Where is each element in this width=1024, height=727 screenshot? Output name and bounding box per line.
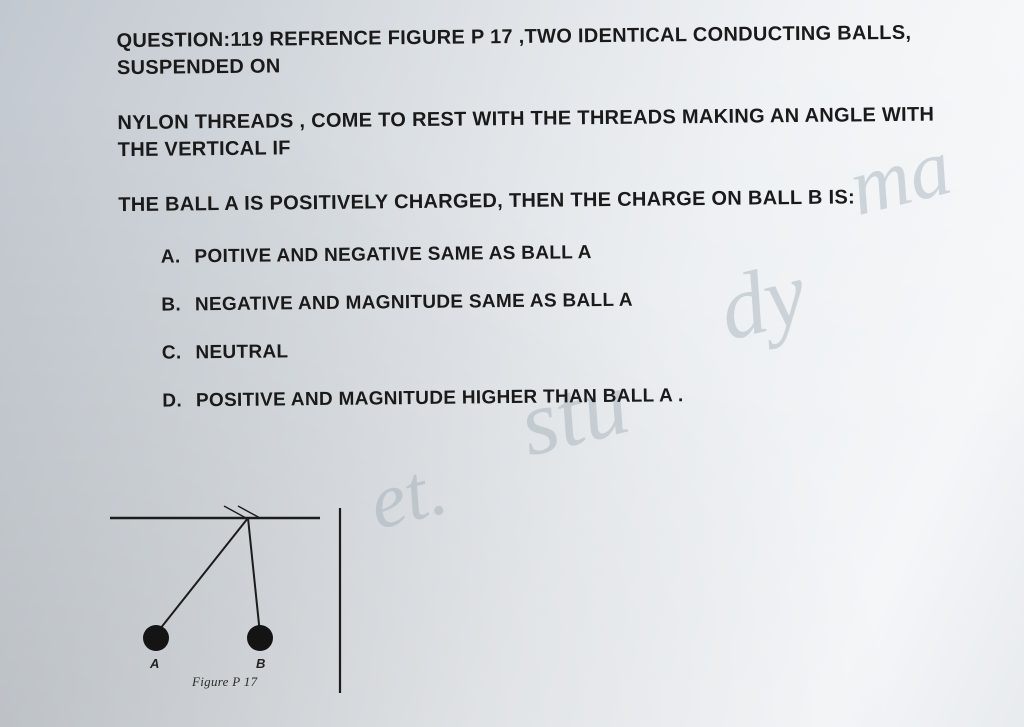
answer-c: C. NEUTRAL xyxy=(162,334,964,364)
answer-text: NEUTRAL xyxy=(195,341,288,363)
answer-text: POITIVE AND NEGATIVE SAME AS BALL A xyxy=(194,242,591,267)
ball-a xyxy=(143,625,169,651)
answer-b: B. NEGATIVE AND MAGNITUDE SAME AS BALL A xyxy=(161,286,963,316)
answer-label: B. xyxy=(161,294,189,316)
question-line-3: THE BALL A IS POSITIVELY CHARGED, THEN T… xyxy=(118,183,962,219)
answer-label: D. xyxy=(162,390,190,412)
ball-a-label: A xyxy=(150,656,159,671)
question-line-2: NYLON THREADS , COME TO REST WITH THE TH… xyxy=(117,101,962,164)
answer-text: POSITIVE AND MAGNITUDE HIGHER THAN BALL … xyxy=(196,385,684,411)
question-line-1: QUESTION:119 REFRENCE FIGURE P 17 ,TWO I… xyxy=(116,19,961,82)
figure-caption: Figure P 17 xyxy=(192,674,257,690)
answer-d: D. POSITIVE AND MAGNITUDE HIGHER THAN BA… xyxy=(162,382,964,412)
ball-b-label: B xyxy=(256,656,265,671)
ball-b xyxy=(247,625,273,651)
answer-list: A. POITIVE AND NEGATIVE SAME AS BALL A B… xyxy=(161,238,965,412)
answer-label: A. xyxy=(161,246,189,268)
answer-label: C. xyxy=(162,342,190,364)
answer-a: A. POITIVE AND NEGATIVE SAME AS BALL A xyxy=(161,238,963,268)
thread-a xyxy=(156,518,248,634)
thread-b xyxy=(248,518,260,634)
answer-text: NEGATIVE AND MAGNITUDE SAME AS BALL A xyxy=(195,290,633,316)
figure-p17: A B Figure P 17 xyxy=(100,488,390,718)
